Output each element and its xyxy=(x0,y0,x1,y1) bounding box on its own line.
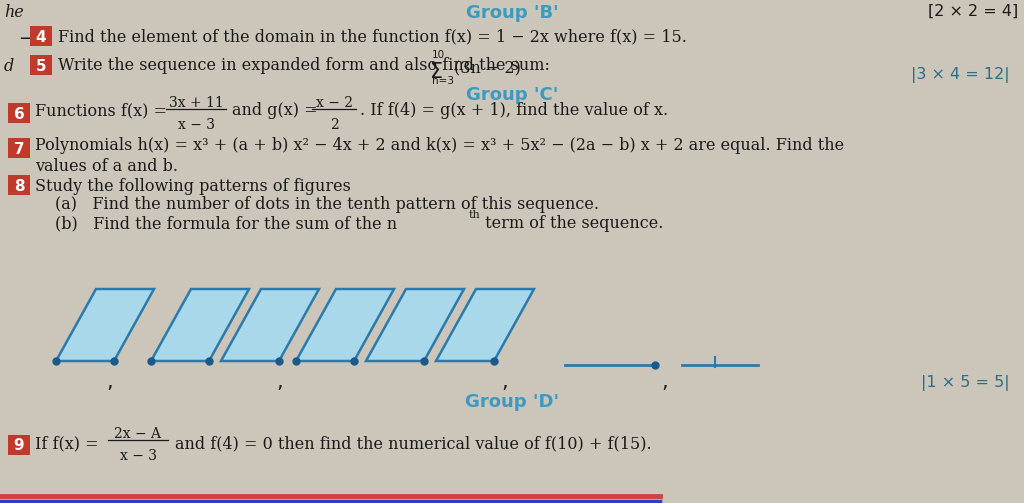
Text: 9: 9 xyxy=(13,439,25,454)
Polygon shape xyxy=(366,289,464,361)
Bar xyxy=(30,55,52,75)
Polygon shape xyxy=(151,289,249,361)
Text: [2 × 2 = 4]: [2 × 2 = 4] xyxy=(928,4,1018,19)
Text: 2: 2 xyxy=(330,118,338,132)
Text: −: − xyxy=(18,30,33,48)
Text: |1 × 5 = 5|: |1 × 5 = 5| xyxy=(922,375,1010,391)
Text: Group 'C': Group 'C' xyxy=(466,86,558,104)
Text: and f(4) = 0 then find the numerical value of f(10) + f(15).: and f(4) = 0 then find the numerical val… xyxy=(175,435,651,452)
Bar xyxy=(8,103,30,123)
Text: Polynomials h(x) = x³ + (a + b) x² − 4x + 2 and k(x) = x³ + 5x² − (2a − b) x + 2: Polynomials h(x) = x³ + (a + b) x² − 4x … xyxy=(35,137,844,154)
Text: Group 'B': Group 'B' xyxy=(466,4,558,22)
Polygon shape xyxy=(56,289,154,361)
Text: 2x − A: 2x − A xyxy=(115,427,162,441)
Text: Functions f(x) =: Functions f(x) = xyxy=(35,102,167,119)
Text: If f(x) =: If f(x) = xyxy=(35,435,98,452)
Text: Write the sequence in expanded form and also find the sum:: Write the sequence in expanded form and … xyxy=(58,57,550,74)
Text: |3 × 4 = 12|: |3 × 4 = 12| xyxy=(911,67,1010,83)
Bar xyxy=(8,138,30,158)
Text: 4: 4 xyxy=(36,30,46,44)
Text: Group 'D': Group 'D' xyxy=(465,393,559,411)
Text: x − 2: x − 2 xyxy=(315,96,352,110)
Bar xyxy=(30,26,52,46)
Text: . If f(4) = g(x + 1), find the value of x.: . If f(4) = g(x + 1), find the value of … xyxy=(360,102,668,119)
Bar xyxy=(8,435,30,455)
Text: ,: , xyxy=(662,372,669,392)
Text: ,: , xyxy=(502,372,508,392)
Bar xyxy=(8,175,30,195)
Text: 6: 6 xyxy=(13,107,25,122)
Text: d: d xyxy=(4,58,14,75)
Text: (3n − 2): (3n − 2) xyxy=(454,60,521,77)
Text: n=3: n=3 xyxy=(432,76,454,86)
Text: Find the element of the domain in the function f(x) = 1 − 2x where f(x) = 15.: Find the element of the domain in the fu… xyxy=(58,28,687,45)
Text: (a)   Find the number of dots in the tenth pattern of this sequence.: (a) Find the number of dots in the tenth… xyxy=(55,196,599,213)
Text: and g(x) =: and g(x) = xyxy=(232,102,317,119)
Text: 5: 5 xyxy=(36,58,46,73)
Text: Σ: Σ xyxy=(430,62,443,82)
Text: 7: 7 xyxy=(13,141,25,156)
Text: ,: , xyxy=(276,372,284,392)
Text: 10: 10 xyxy=(432,50,445,60)
Polygon shape xyxy=(221,289,319,361)
Text: ,: , xyxy=(106,372,114,392)
Text: term of the sequence.: term of the sequence. xyxy=(480,215,664,232)
Text: he: he xyxy=(4,4,24,21)
Text: x − 3: x − 3 xyxy=(177,118,214,132)
Polygon shape xyxy=(436,289,534,361)
Text: th: th xyxy=(469,210,480,220)
Text: x − 3: x − 3 xyxy=(120,449,157,463)
Text: (b)   Find the formula for the sum of the n: (b) Find the formula for the sum of the … xyxy=(55,215,397,232)
Polygon shape xyxy=(296,289,394,361)
Text: Study the following patterns of figures: Study the following patterns of figures xyxy=(35,178,351,195)
Text: 8: 8 xyxy=(13,179,25,194)
Text: values of a and b.: values of a and b. xyxy=(35,158,178,175)
Text: 3x + 11: 3x + 11 xyxy=(169,96,223,110)
